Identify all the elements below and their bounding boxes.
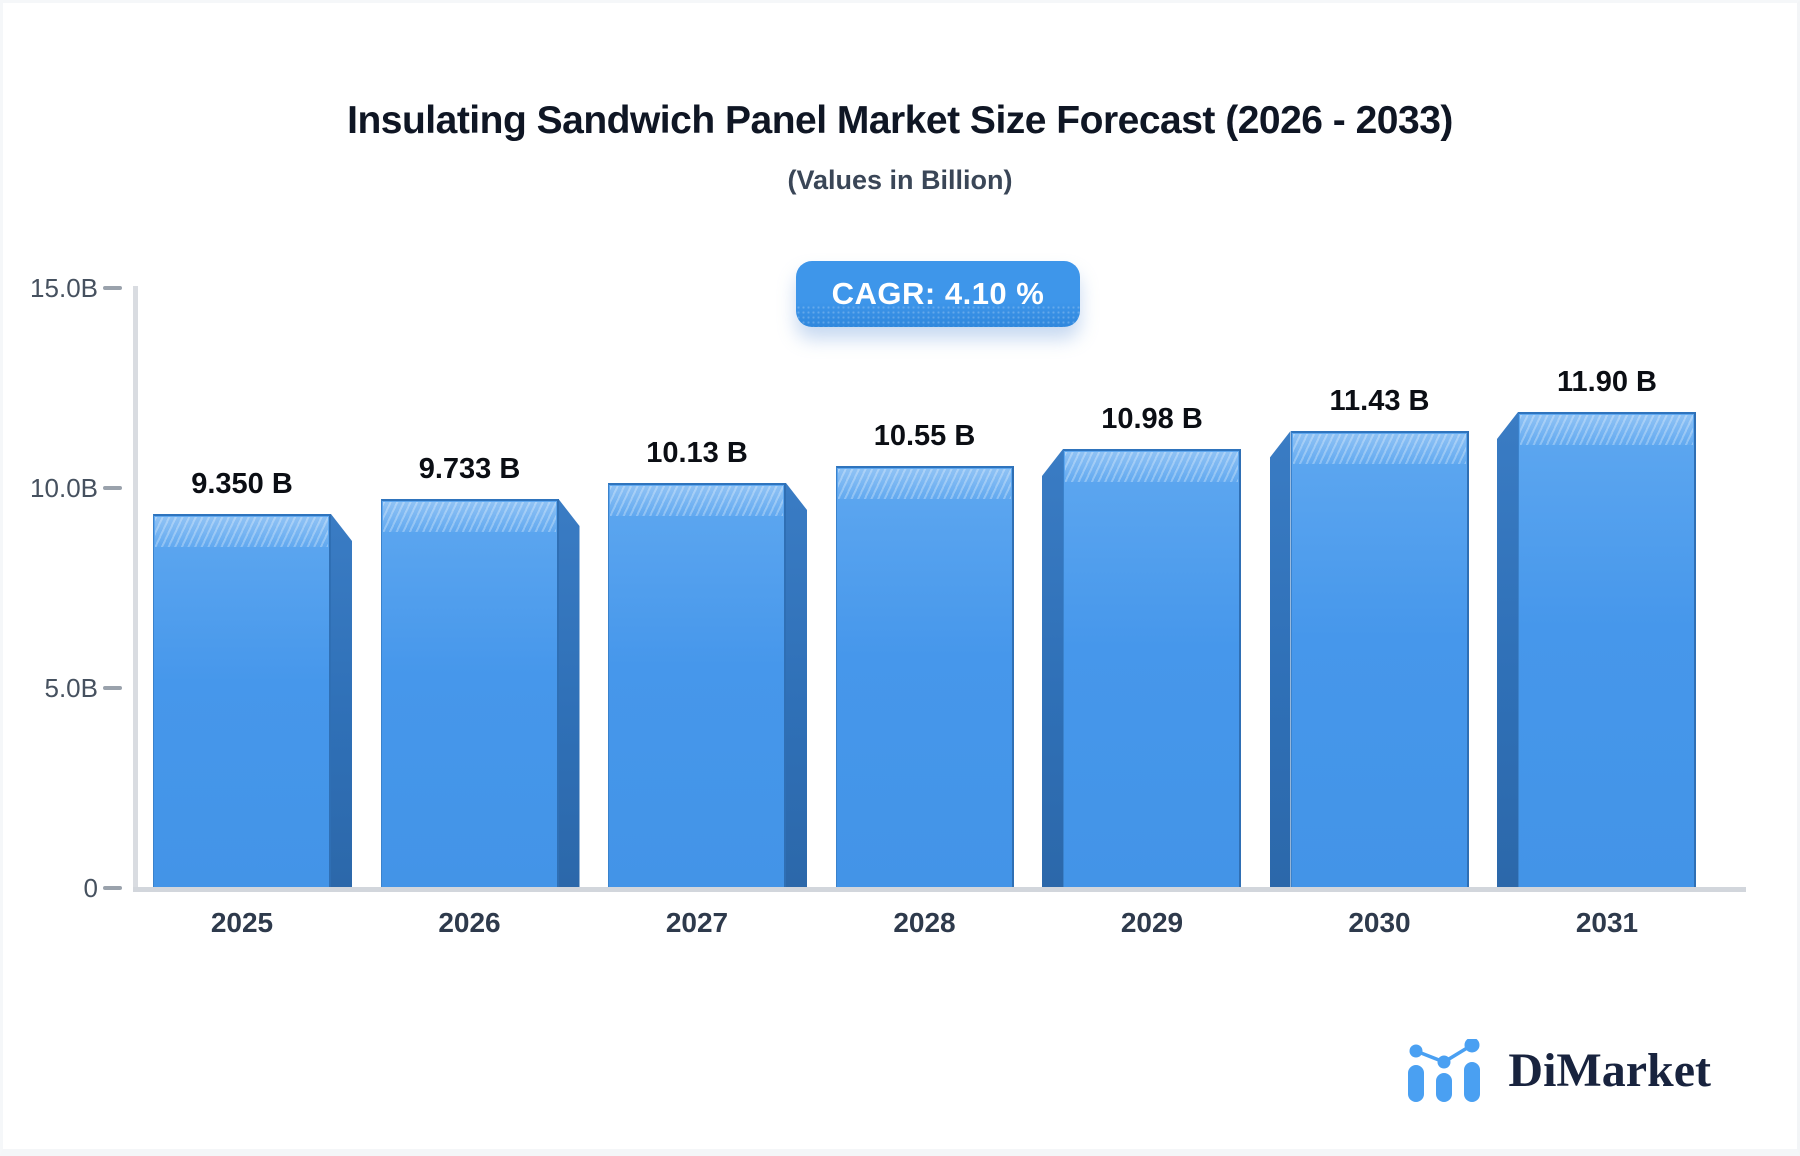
- bar-2029[interactable]: [1063, 449, 1241, 887]
- bar-value-label-2025: 9.350 B: [191, 468, 293, 500]
- bar-2025[interactable]: [153, 514, 331, 887]
- x-axis-label-2031: 2031: [1575, 907, 1639, 938]
- bar-2028[interactable]: [835, 466, 1014, 887]
- bar-top-sheen: [1292, 434, 1466, 464]
- x-axis-label-2025: 2025: [210, 907, 274, 938]
- bar-side-face-2026: [558, 499, 580, 887]
- bar-top-sheen: [837, 469, 1011, 499]
- bar-top-sheen: [382, 502, 556, 532]
- x-axis-line: [133, 887, 1746, 892]
- x-axis-label-2027: 2027: [665, 907, 729, 938]
- bar-side-face-2031: [1497, 412, 1518, 887]
- y-axis-line: [133, 286, 138, 892]
- bar-top-sheen: [610, 486, 783, 516]
- cagr-badge: CAGR: 4.10 %: [796, 261, 1080, 327]
- y-tick-dash-15.0B: [103, 286, 122, 290]
- bar-value-label-2027: 10.13 B: [646, 437, 748, 469]
- bar-side-face-2025: [331, 514, 352, 887]
- bar-top-sheen: [1520, 415, 1693, 445]
- y-tick-dash-10.0B: [103, 486, 122, 490]
- chart-title: Insulating Sandwich Panel Market Size Fo…: [347, 99, 1453, 142]
- bar-2026[interactable]: [380, 499, 559, 887]
- bar-value-label-2026: 9.733 B: [418, 453, 521, 485]
- y-tick-dash-0: [103, 886, 122, 890]
- bar-side-face-2029: [1042, 449, 1063, 887]
- bar-chart-logo-icon: [1408, 1039, 1481, 1102]
- y-tick-label-5.0B: 5.0B: [44, 673, 99, 703]
- x-axis-label-2030: 2030: [1348, 907, 1411, 938]
- y-tick-dash-5.0B: [103, 686, 122, 690]
- bar-side-face-2030: [1269, 431, 1291, 887]
- bar-2030[interactable]: [1290, 431, 1469, 887]
- chart-subtitle: (Values in Billion): [787, 165, 1013, 195]
- bar-value-label-2028: 10.55 B: [873, 420, 976, 452]
- x-axis-label-2026: 2026: [438, 907, 501, 938]
- bar-2027[interactable]: [608, 483, 786, 887]
- cagr-badge-label: CAGR: 4.10 %: [831, 276, 1045, 311]
- bar-top-sheen: [1065, 452, 1238, 482]
- brand-logo[interactable]: DiMarket: [1406, 1039, 1711, 1103]
- bar-side-face-2027: [786, 483, 807, 887]
- bar-value-label-2031: 11.90 B: [1557, 366, 1657, 398]
- bar-2031[interactable]: [1518, 412, 1696, 887]
- y-tick-label-15.0B: 15.0B: [30, 273, 98, 303]
- y-tick-label-10.0B: 10.0B: [30, 473, 98, 503]
- y-tick-label-0: 0: [83, 873, 98, 903]
- x-axis-label-2029: 2029: [1120, 907, 1184, 938]
- brand-name: DiMarket: [1508, 1044, 1711, 1097]
- bar-top-sheen: [155, 517, 328, 547]
- x-axis-label-2028: 2028: [893, 907, 956, 938]
- bar-value-label-2029: 10.98 B: [1101, 403, 1203, 435]
- bar-value-label-2030: 11.43 B: [1329, 385, 1430, 417]
